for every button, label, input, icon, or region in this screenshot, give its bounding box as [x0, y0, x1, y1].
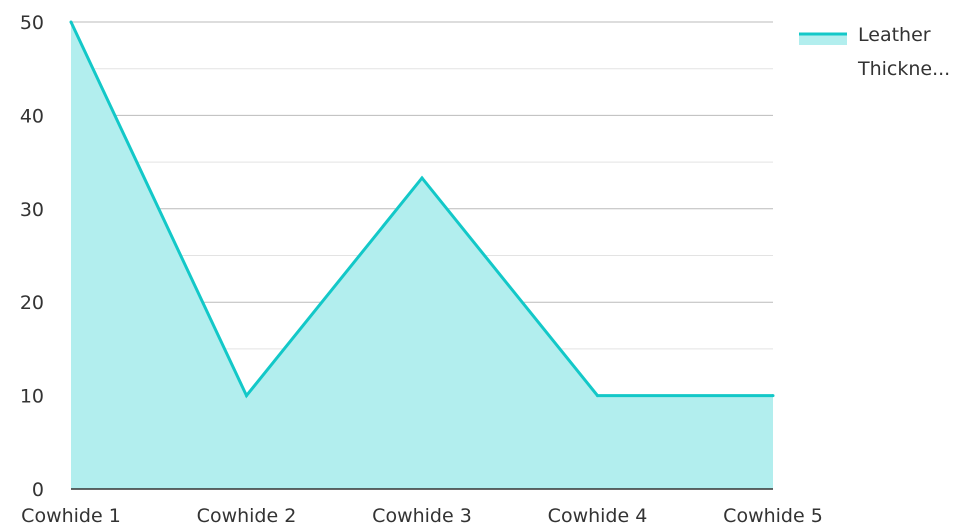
data-point[interactable]: [596, 394, 599, 398]
x-tick-label: Cowhide 2: [197, 505, 297, 527]
data-point[interactable]: [69, 20, 73, 24]
legend[interactable]: Leather Thickne...: [799, 24, 950, 80]
x-tick-label: Cowhide 5: [723, 505, 823, 527]
legend-swatch-fill: [799, 34, 847, 45]
legend-label-line-1: Leather: [858, 24, 931, 46]
y-tick-label: 0: [32, 479, 44, 501]
area-fill: [71, 22, 773, 489]
x-tick-label: Cowhide 3: [372, 505, 472, 527]
y-tick-label: 40: [20, 105, 44, 127]
x-tick-label: Cowhide 1: [21, 505, 121, 527]
y-tick-label: 10: [20, 386, 44, 408]
data-point[interactable]: [771, 394, 775, 398]
y-tick-label: 20: [20, 292, 44, 314]
data-point[interactable]: [420, 176, 424, 180]
y-tick-label: 30: [20, 199, 44, 221]
area-series: [69, 20, 775, 489]
data-point[interactable]: [245, 394, 248, 398]
axes: 0 10 20 30 40 50 Cowhide 1 Cowhide 2 Cowhide 3 Co…: [20, 12, 823, 527]
legend-label-line-2: Thickne...: [857, 58, 950, 80]
x-tick-label: Cowhide 4: [548, 505, 648, 527]
y-tick-label: 50: [20, 12, 44, 34]
